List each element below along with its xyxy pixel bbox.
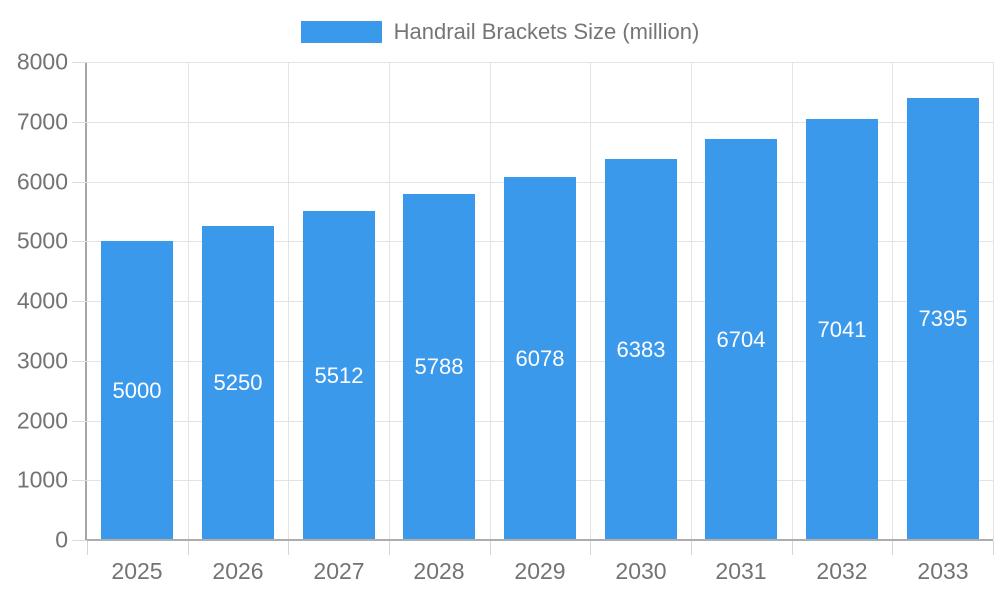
bar-2031[interactable]: 6704 xyxy=(705,139,777,540)
x-gridline xyxy=(792,62,793,540)
x-gridline xyxy=(993,62,994,540)
y-axis-label: 2000 xyxy=(16,407,68,433)
y-axis-tick xyxy=(72,420,87,422)
bar-2027[interactable]: 5512 xyxy=(303,211,375,540)
y-axis-tick xyxy=(72,360,87,362)
y-axis-label: 4000 xyxy=(16,287,68,314)
x-axis-label: 2031 xyxy=(715,558,767,584)
y-gridline xyxy=(87,121,993,123)
x-axis-tick xyxy=(691,541,692,555)
y-axis-label: 6000 xyxy=(16,168,68,194)
y-axis-tick xyxy=(72,121,87,123)
x-axis-label: 2033 xyxy=(917,558,969,584)
y-axis-label: 1000 xyxy=(16,466,68,493)
x-axis-tick xyxy=(188,541,189,555)
y-axis-label: 7000 xyxy=(16,108,68,135)
bar-2029[interactable]: 6078 xyxy=(504,177,576,540)
y-gridline xyxy=(87,62,993,63)
y-axis-label: 3000 xyxy=(16,347,68,374)
y-axis-label: 0 xyxy=(55,526,68,553)
legend-label: Handrail Brackets Size (million) xyxy=(393,19,700,44)
x-axis-label: 2030 xyxy=(615,558,667,584)
y-axis-tick xyxy=(72,480,87,482)
x-axis-tick xyxy=(792,541,793,555)
y-axis-tick xyxy=(72,181,87,183)
x-axis-tick xyxy=(490,541,491,555)
legend[interactable]: Handrail Brackets Size (million) xyxy=(0,16,1000,48)
x-axis-label: 2029 xyxy=(514,558,566,584)
legend-swatch-icon xyxy=(300,21,382,43)
x-gridline xyxy=(892,62,893,540)
x-axis-tick xyxy=(389,541,390,555)
x-axis-label: 2026 xyxy=(212,558,264,584)
y-axis-tick xyxy=(72,301,87,302)
bar-value-label: 5512 xyxy=(314,362,364,388)
x-axis-label: 2028 xyxy=(413,558,465,584)
bar-2030[interactable]: 6383 xyxy=(605,159,677,540)
y-axis-label: 8000 xyxy=(16,48,68,75)
bar-value-label: 6078 xyxy=(515,345,565,371)
x-axis-tick xyxy=(892,541,893,555)
bar-value-label: 7041 xyxy=(817,316,867,342)
y-axis-tick xyxy=(72,241,87,243)
bar-2025[interactable]: 5000 xyxy=(101,241,173,540)
bar-2026[interactable]: 5250 xyxy=(202,226,274,540)
bar-value-label: 7395 xyxy=(918,306,968,331)
x-axis-label: 2027 xyxy=(313,558,365,584)
bar-2033[interactable]: 7395 xyxy=(907,98,979,540)
bar-2032[interactable]: 7041 xyxy=(806,119,878,540)
x-axis-label: 2025 xyxy=(111,558,163,584)
bar-value-label: 5788 xyxy=(414,354,464,379)
x-gridline xyxy=(288,62,289,540)
y-axis-label: 5000 xyxy=(16,227,68,254)
x-axis-tick xyxy=(590,541,591,555)
bar-2028[interactable]: 5788 xyxy=(403,194,475,540)
x-gridline xyxy=(691,62,692,540)
x-gridline xyxy=(590,62,591,540)
x-gridline xyxy=(389,62,390,540)
x-axis-tick xyxy=(87,541,88,555)
plot-area: 5000 5250 5512 5788 6078 6383 6704 7041 7395 xyxy=(87,62,994,540)
y-axis-tick xyxy=(72,540,87,541)
x-gridline xyxy=(188,62,189,540)
y-axis-tick xyxy=(72,62,87,63)
x-gridline xyxy=(490,62,491,540)
bar-value-label: 5000 xyxy=(112,377,162,403)
bar-value-label: 5250 xyxy=(213,370,263,395)
x-axis-tick xyxy=(993,541,994,555)
x-axis-label: 2032 xyxy=(816,558,868,584)
bar-value-label: 6704 xyxy=(716,326,766,352)
bar-value-label: 6383 xyxy=(616,336,666,362)
x-axis-line xyxy=(87,539,993,541)
x-axis-tick xyxy=(288,541,289,555)
